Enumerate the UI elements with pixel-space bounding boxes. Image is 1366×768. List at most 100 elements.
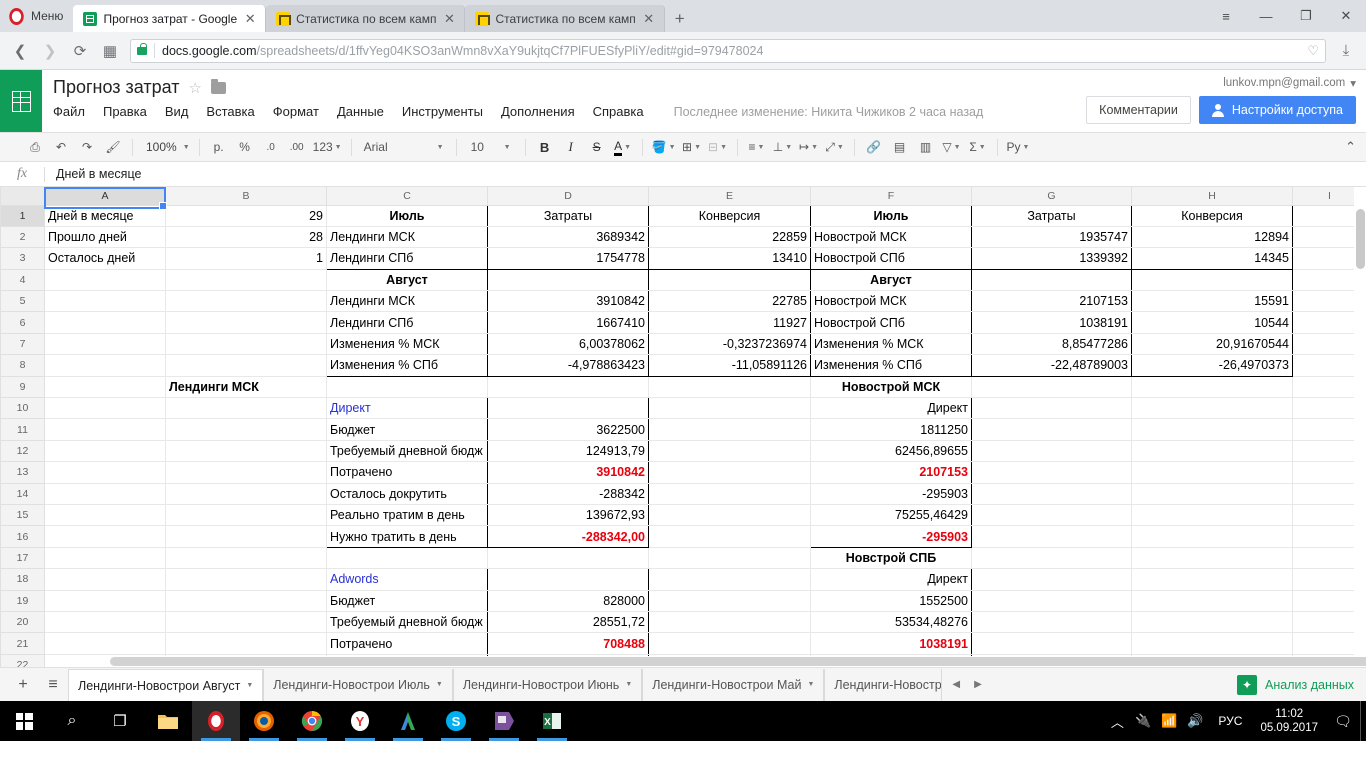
- cell-F13[interactable]: 2107153: [810, 461, 972, 484]
- cell-F6[interactable]: Новострой СПб: [810, 311, 972, 334]
- row-header-18[interactable]: 18: [0, 568, 45, 591]
- cell-B21[interactable]: [165, 632, 327, 655]
- cell-H18[interactable]: [1131, 568, 1293, 591]
- start-button[interactable]: [0, 701, 48, 741]
- row-header-7[interactable]: 7: [0, 332, 45, 356]
- cell-B1[interactable]: 29: [165, 204, 327, 227]
- vertical-scroll-thumb[interactable]: [1356, 209, 1365, 269]
- yandex-browser-icon[interactable]: Y: [336, 701, 384, 741]
- menu-item-tools[interactable]: Инструменты: [401, 104, 483, 119]
- cell-A18[interactable]: [44, 568, 166, 591]
- zoom-selector[interactable]: 100% ▼: [146, 140, 190, 154]
- browser-tab-0[interactable]: Прогноз затрат - Google ✕: [73, 5, 267, 32]
- file-explorer-icon[interactable]: [144, 701, 192, 741]
- cell-H14[interactable]: [1131, 482, 1293, 505]
- sheet-tab-3[interactable]: Лендинги-Новострои Май ▼: [642, 668, 825, 701]
- more-formats-button[interactable]: 123 ▼: [312, 140, 342, 154]
- cell-B4[interactable]: [165, 268, 327, 292]
- cell-A17[interactable]: [44, 546, 166, 570]
- cell-E1[interactable]: Конверсия: [648, 204, 811, 227]
- cell-E17[interactable]: [648, 546, 811, 570]
- column-header-B[interactable]: B: [165, 187, 327, 206]
- cell-C10[interactable]: Директ: [326, 397, 488, 420]
- cell-D1[interactable]: Затраты: [487, 204, 649, 227]
- skype-icon[interactable]: S: [432, 701, 480, 741]
- row-header-5[interactable]: 5: [0, 290, 45, 313]
- cell-A6[interactable]: [44, 311, 166, 334]
- row-header-10[interactable]: 10: [0, 397, 45, 420]
- cell-C5[interactable]: Лендинги МСК: [326, 290, 488, 313]
- cell-G13[interactable]: [971, 461, 1132, 484]
- opera-icon[interactable]: [192, 701, 240, 741]
- menu-item-addons[interactable]: Дополнения: [500, 104, 575, 119]
- cell-G14[interactable]: [971, 482, 1132, 505]
- folder-icon[interactable]: [210, 78, 226, 94]
- cell-B7[interactable]: [165, 332, 327, 356]
- sheet-tab-1[interactable]: Лендинги-Новострои Июль ▼: [263, 668, 453, 701]
- sheet-tab-2[interactable]: Лендинги-Новострои Июнь ▼: [452, 668, 643, 701]
- cell-G21[interactable]: [971, 632, 1132, 655]
- column-header-E[interactable]: E: [648, 187, 811, 206]
- column-header-H[interactable]: H: [1131, 187, 1293, 206]
- cell-G15[interactable]: [971, 503, 1132, 527]
- cell-F17[interactable]: Новстрой СПБ: [810, 546, 972, 570]
- cell-H20[interactable]: [1131, 610, 1293, 634]
- cell-A3[interactable]: Осталось дней: [44, 247, 166, 270]
- cell-A14[interactable]: [44, 482, 166, 505]
- cell-B10[interactable]: [165, 397, 327, 420]
- cell-B15[interactable]: [165, 503, 327, 527]
- cell-B5[interactable]: [165, 290, 327, 313]
- row-header-17[interactable]: 17: [0, 546, 45, 570]
- cell-G10[interactable]: [971, 397, 1132, 420]
- cell-F10[interactable]: Директ: [810, 397, 972, 420]
- cell-B20[interactable]: [165, 610, 327, 634]
- chevron-down-icon[interactable]: ▼: [246, 682, 254, 689]
- cell-A5[interactable]: [44, 290, 166, 313]
- formula-input[interactable]: Дней в месяце: [56, 167, 142, 181]
- reload-icon[interactable]: ⟳: [73, 42, 87, 60]
- cell-G18[interactable]: [971, 568, 1132, 591]
- cell-D12[interactable]: 124913,79: [487, 439, 649, 463]
- cell-F20[interactable]: 53534,48276: [810, 610, 972, 634]
- sheet-tab-0[interactable]: Лендинги-Новострои Август ▼: [68, 668, 264, 702]
- row-header-14[interactable]: 14: [0, 482, 45, 505]
- account-menu[interactable]: lunkov.mpn@gmail.com ▾: [1223, 76, 1356, 90]
- download-icon[interactable]: ⤓: [1342, 42, 1350, 59]
- menu-item-view[interactable]: Вид: [164, 104, 189, 119]
- spreadsheet-grid[interactable]: A B C D E F G H I 1 Дней в месяце 29 Июл…: [0, 187, 1366, 667]
- cell-E7[interactable]: -0,3237236974: [648, 332, 811, 356]
- cell-G2[interactable]: 1935747: [971, 225, 1132, 249]
- cell-F14[interactable]: -295903: [810, 482, 972, 505]
- row-header-20[interactable]: 20: [0, 610, 45, 634]
- cell-H6[interactable]: 10544: [1131, 311, 1293, 334]
- bold-button[interactable]: B: [539, 139, 550, 155]
- cell-B8[interactable]: [165, 354, 327, 377]
- cell-E14[interactable]: [648, 482, 811, 505]
- scroll-left-icon[interactable]: ◀: [952, 679, 961, 690]
- close-icon[interactable]: ✕: [244, 10, 256, 26]
- cell-H17[interactable]: [1131, 546, 1293, 570]
- cell-C16[interactable]: Нужно тратить в день: [326, 525, 488, 548]
- cell-F5[interactable]: Новострой МСК: [810, 290, 972, 313]
- cell-H8[interactable]: -26,4970373: [1131, 354, 1293, 377]
- row-header-21[interactable]: 21: [0, 632, 45, 655]
- decrease-decimal-button[interactable]: .0: [266, 141, 275, 153]
- borders-icon[interactable]: ⊞ ▼: [682, 140, 701, 154]
- cell-A12[interactable]: [44, 439, 166, 463]
- tab-list-icon[interactable]: ≡: [1222, 8, 1230, 24]
- cell-B3[interactable]: 1: [165, 247, 327, 270]
- row-header-3[interactable]: 3: [0, 247, 45, 270]
- column-header-I[interactable]: I: [1292, 187, 1366, 206]
- filter-icon[interactable]: ▽ ▼: [942, 140, 961, 154]
- cell-E16[interactable]: [648, 525, 811, 548]
- cell-G9[interactable]: [971, 375, 1132, 399]
- cell-H4[interactable]: [1131, 268, 1293, 292]
- chevron-down-icon[interactable]: ▼: [435, 681, 443, 688]
- row-header-22[interactable]: 22: [0, 653, 45, 667]
- cell-G20[interactable]: [971, 610, 1132, 634]
- cell-A2[interactable]: Прошло дней: [44, 225, 166, 249]
- cell-C14[interactable]: Осталось докрутить: [326, 482, 488, 505]
- cell-E6[interactable]: 11927: [648, 311, 811, 334]
- column-header-C[interactable]: C: [326, 187, 488, 206]
- fill-color-icon[interactable]: 🪣 ▼: [651, 140, 676, 154]
